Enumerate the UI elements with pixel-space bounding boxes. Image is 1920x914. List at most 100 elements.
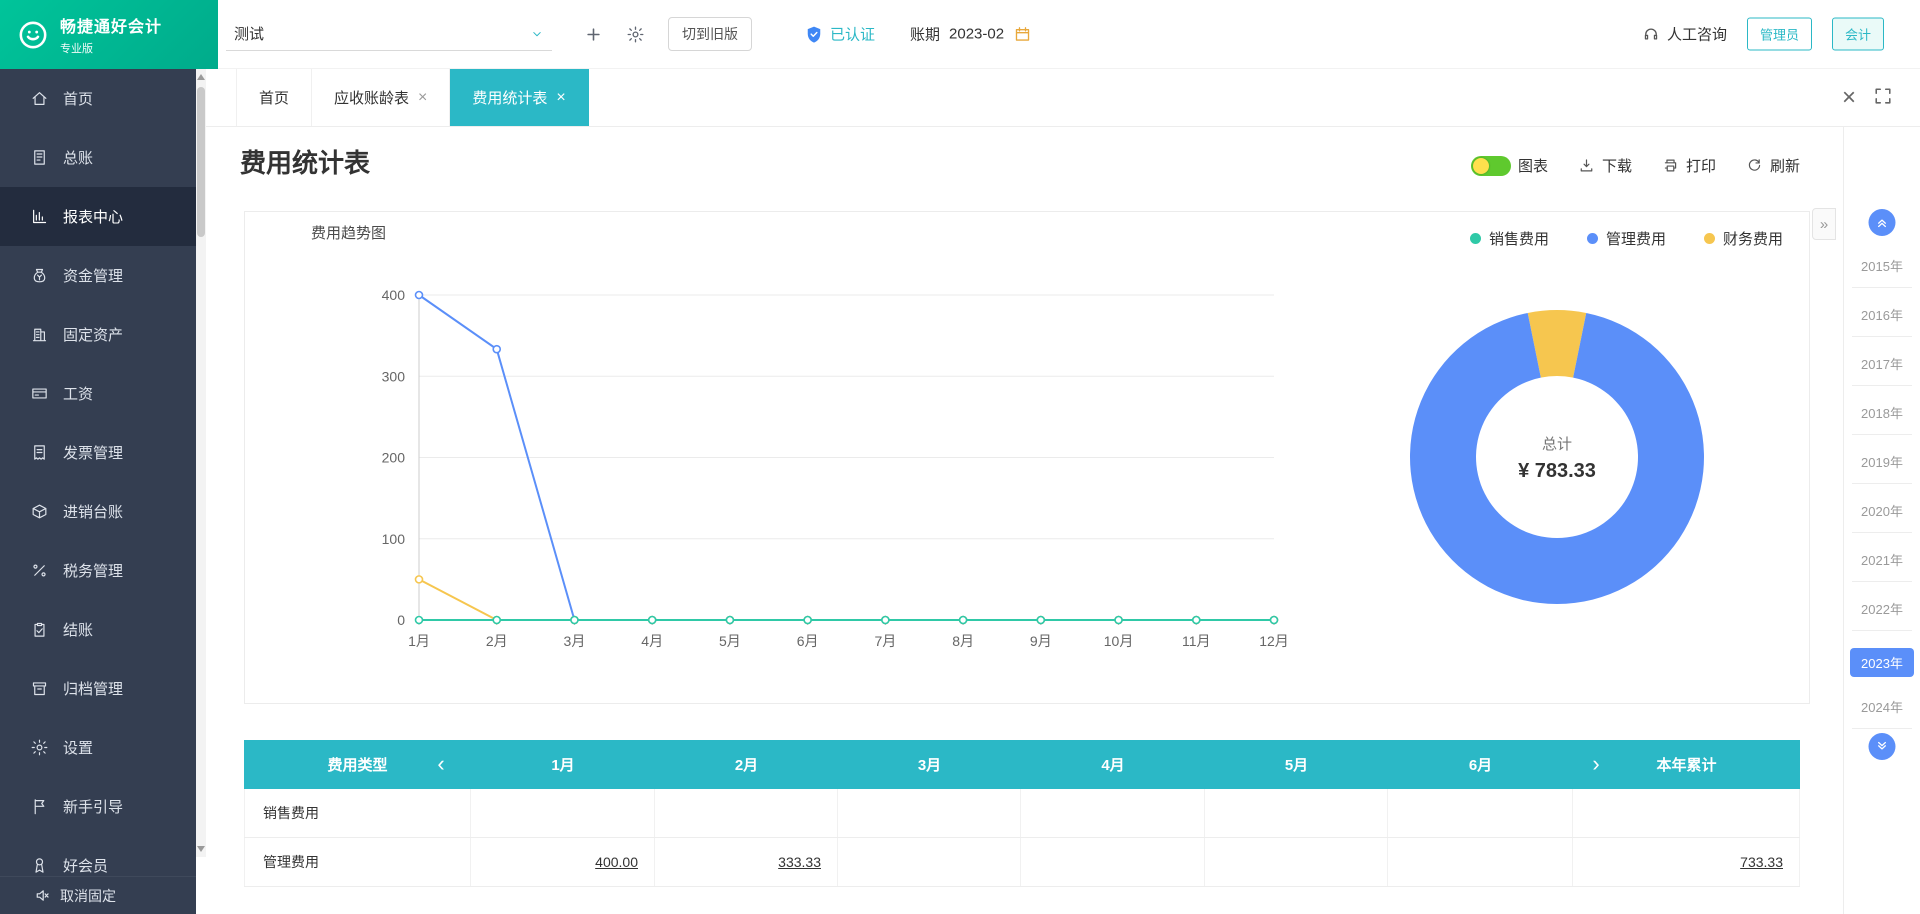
certified-badge[interactable]: 已认证 <box>804 24 875 45</box>
table-cell <box>1573 789 1800 837</box>
year-item[interactable]: 2018年 <box>1844 395 1920 444</box>
svg-text:6月: 6月 <box>797 633 819 649</box>
year-item[interactable]: 2023年 <box>1844 640 1920 689</box>
year-label: 2022年 <box>1852 599 1912 631</box>
sidebar-scrollbar[interactable] <box>196 69 206 857</box>
download-button[interactable]: 下载 <box>1578 155 1632 176</box>
years-scroll-down-button[interactable] <box>1868 733 1896 760</box>
sidebar-item-label: 资金管理 <box>63 268 124 285</box>
chevron-down-icon <box>533 31 541 36</box>
header-settings-button[interactable] <box>622 21 648 47</box>
table-header-cell: 费用类型 <box>327 757 388 774</box>
sidebar-item-member[interactable]: 好会员 <box>0 836 196 876</box>
sidebar-item-payroll[interactable]: 工资 <box>0 364 196 423</box>
legend-dot <box>1586 233 1598 244</box>
print-button[interactable]: 打印 <box>1662 155 1716 176</box>
unpin-button[interactable]: 取消固定 <box>0 876 196 914</box>
table-cell <box>1021 789 1205 837</box>
sidebar-item-archive-management[interactable]: 归档管理 <box>0 659 196 718</box>
home-icon <box>32 92 47 105</box>
year-item[interactable]: 2017年 <box>1844 346 1920 395</box>
year-label: 2017年 <box>1852 354 1912 386</box>
fullscreen-icon[interactable] <box>1872 85 1898 111</box>
sidebar-item-invoice-management[interactable]: 发票管理 <box>0 423 196 482</box>
toggle-switch[interactable] <box>1470 155 1511 176</box>
account-set-select[interactable]: 测试 <box>226 17 552 51</box>
donut-total-label: 总计 <box>1541 436 1572 453</box>
sidebar-item-fixed-assets[interactable]: 固定资产 <box>0 305 196 364</box>
table-header-cell: 2月 <box>734 757 759 774</box>
svg-text:2月: 2月 <box>486 633 508 649</box>
ledger-icon <box>34 150 45 165</box>
tab-receivables-aging[interactable]: 应收账龄表 × <box>312 69 451 126</box>
refresh-button[interactable]: 刷新 <box>1746 155 1800 176</box>
months-next-arrow[interactable]: › <box>1592 751 1600 776</box>
year-item[interactable]: 2019年 <box>1844 444 1920 493</box>
sidebar-item-label: 归档管理 <box>63 681 124 698</box>
year-item[interactable]: 2021年 <box>1844 542 1920 591</box>
sidebar-item-closing[interactable]: 结账 <box>0 600 196 659</box>
donut-slice <box>1527 309 1587 378</box>
donut-slice <box>1409 312 1704 604</box>
sidebar-item-label: 首页 <box>63 91 94 108</box>
trend-chart-title: 费用趋势图 <box>311 225 387 242</box>
consult-button[interactable]: 人工咨询 <box>1642 24 1727 45</box>
cell-value-link[interactable]: 333.33 <box>778 854 821 870</box>
sidebar-item-settings[interactable]: 设置 <box>0 718 196 777</box>
download-icon <box>1580 159 1593 172</box>
sidebar-item-general-ledger[interactable]: 总账 <box>0 128 196 187</box>
year-item[interactable]: 2015年 <box>1844 248 1920 297</box>
legend-item[interactable]: 销售费用 <box>1469 228 1549 249</box>
add-button[interactable] <box>580 21 606 47</box>
legend-item[interactable]: 管理费用 <box>1586 228 1666 249</box>
cell-value-link[interactable]: 733.33 <box>1740 854 1783 870</box>
years-scroll-up-button[interactable] <box>1868 209 1896 236</box>
year-label: 2016年 <box>1852 305 1912 337</box>
sidebar-item-report-center[interactable]: 报表中心 <box>0 187 196 246</box>
accounting-period[interactable]: 账期 2023-02 <box>910 24 1032 45</box>
sidebar-item-tax-management[interactable]: 税务管理 <box>0 541 196 600</box>
sidebar-item-label: 发票管理 <box>63 445 124 462</box>
year-label: 2024年 <box>1852 697 1912 729</box>
table-cell <box>838 838 1021 886</box>
page-controls: 图表 下载 打印 刷新 <box>1470 155 1800 176</box>
sidebar-item-fund-management[interactable]: 资金管理 <box>0 246 196 305</box>
scroll-down-arrow[interactable] <box>197 846 205 852</box>
chart-table-toggle[interactable]: 图表 <box>1470 155 1548 176</box>
accountant-button[interactable]: 会计 <box>1831 17 1884 51</box>
scrollbar-thumb[interactable] <box>197 87 205 237</box>
months-prev-arrow[interactable]: ‹ <box>437 751 445 776</box>
year-item[interactable]: 2024年 <box>1844 689 1920 738</box>
year-item[interactable]: 2016年 <box>1844 297 1920 346</box>
tab-close-icon[interactable]: × <box>418 88 428 106</box>
sidebar-item-home[interactable]: 首页 <box>0 69 196 128</box>
close-icon[interactable]: × <box>1841 84 1856 111</box>
tab-home[interactable]: 首页 <box>236 69 313 126</box>
table-header-cell: 6月 <box>1468 757 1493 774</box>
year-panel-collapse-handle[interactable]: » <box>1812 208 1836 240</box>
cell-value-link[interactable]: 400.00 <box>595 854 638 870</box>
year-item[interactable]: 2020年 <box>1844 493 1920 542</box>
admin-button[interactable]: 管理员 <box>1746 17 1812 51</box>
sidebar-item-beginner-guide[interactable]: 新手引导 <box>0 777 196 836</box>
table-cell: 400.00 <box>471 838 655 886</box>
member-icon <box>35 858 44 873</box>
year-panel: 2015年 2016年 2017年 2018年 2019年 2020年 2021年 2022年… <box>1843 127 1920 914</box>
sidebar-item-label: 税务管理 <box>63 563 124 580</box>
tax-icon <box>33 564 46 577</box>
legend-dot <box>1469 233 1481 244</box>
legend-item[interactable]: 财务费用 <box>1703 228 1783 249</box>
year-item[interactable]: 2022年 <box>1844 591 1920 640</box>
switch-old-version-button[interactable]: 切到旧版 <box>668 17 752 51</box>
svg-text:8月: 8月 <box>952 633 974 649</box>
period-label: 账期 <box>910 26 941 44</box>
table-cell <box>838 789 1021 837</box>
year-label: 2015年 <box>1852 256 1912 288</box>
sidebar-item-purchase-sales-ledger[interactable]: 进销台账 <box>0 482 196 541</box>
tab-expense-statistics[interactable]: 费用统计表 × <box>450 69 589 126</box>
salary-icon <box>32 388 47 399</box>
certified-label: 已认证 <box>830 26 876 44</box>
tab-close-icon[interactable]: × <box>556 88 566 106</box>
scroll-up-arrow[interactable] <box>197 74 205 80</box>
